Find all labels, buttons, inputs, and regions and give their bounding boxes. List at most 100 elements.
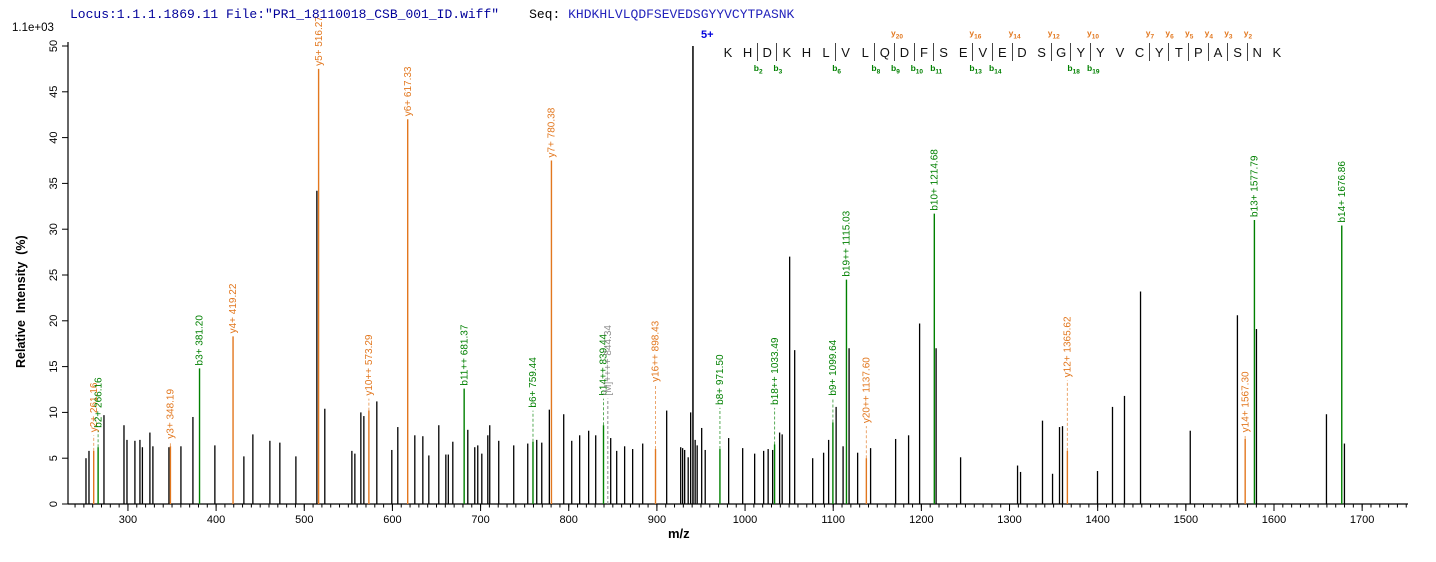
fragment-boundary bbox=[776, 43, 778, 61]
x-tick-label: 1100 bbox=[821, 514, 845, 526]
residue: Y bbox=[1096, 45, 1105, 60]
y-ion-marker: y7 bbox=[1145, 28, 1155, 41]
x-tick-label: 1600 bbox=[1262, 514, 1286, 526]
fragment-boundary bbox=[1246, 43, 1248, 61]
peak-label: b6+ 759.44 bbox=[528, 357, 539, 408]
peak-label: y10++ 573.29 bbox=[364, 334, 375, 396]
residue: D bbox=[762, 45, 772, 60]
y-tick-label: 15 bbox=[48, 360, 60, 372]
b-ion-marker: b8 bbox=[871, 63, 881, 76]
b-ion-marker: b2 bbox=[753, 63, 763, 76]
x-tick-label: 1300 bbox=[997, 514, 1021, 526]
peak-label: b10+ 1214.68 bbox=[930, 149, 941, 211]
y-axis-title: Relative Intensity (%) bbox=[14, 235, 28, 368]
x-tick-label: 500 bbox=[295, 514, 313, 526]
y-tick-label: 10 bbox=[48, 406, 60, 418]
x-tick-label: 1700 bbox=[1350, 514, 1374, 526]
peak-label: b8+ 971.50 bbox=[715, 354, 726, 405]
x-tick-label: 900 bbox=[648, 514, 666, 526]
y-ion-marker: y12 bbox=[1047, 28, 1060, 41]
y-tick-label: 35 bbox=[48, 177, 60, 189]
fragment-boundary bbox=[913, 43, 915, 61]
peak-label: y2+ 261.16 bbox=[89, 382, 100, 432]
x-tick-label: 800 bbox=[560, 514, 578, 526]
y-ion-marker: y2 bbox=[1243, 28, 1253, 41]
residue: A bbox=[1213, 45, 1223, 60]
residue: V bbox=[978, 45, 988, 60]
peak-label: y16++ 898.43 bbox=[651, 320, 662, 382]
precursor-charge-label: 5+ bbox=[701, 29, 714, 41]
fragment-boundary bbox=[1207, 43, 1209, 61]
residue: F bbox=[920, 45, 928, 60]
peak-label: y7+ 780.38 bbox=[547, 107, 558, 157]
x-tick-label: 700 bbox=[471, 514, 489, 526]
residue: E bbox=[998, 45, 1007, 60]
peak-label: b11++ 681.37 bbox=[459, 324, 470, 385]
residue: Q bbox=[879, 45, 890, 60]
residue: S bbox=[939, 45, 948, 60]
fragment-boundary bbox=[1227, 43, 1229, 61]
y-ion-marker: y3 bbox=[1224, 28, 1233, 41]
y-ion-marker: y5 bbox=[1185, 28, 1194, 41]
x-tick-label: 1400 bbox=[1085, 514, 1109, 526]
x-tick-label: 300 bbox=[119, 514, 137, 526]
b-ion-marker: b14 bbox=[989, 63, 1002, 76]
peptide-sequence-text: KHDKHLVLQDFSEVEDSGYYVCYTPASNK bbox=[568, 7, 795, 22]
fragment-boundary bbox=[972, 43, 974, 61]
residue: E bbox=[958, 45, 968, 60]
y-ion-marker: y20 bbox=[891, 28, 903, 41]
y-tick-label: 40 bbox=[48, 131, 60, 143]
fragment-boundary bbox=[894, 43, 895, 61]
x-axis-title: m/z bbox=[668, 526, 690, 541]
b-ion-marker: b13 bbox=[969, 63, 982, 76]
peak-label: b14++ 839.44 bbox=[599, 333, 610, 395]
residue: V bbox=[841, 45, 850, 60]
x-tick-label: 1500 bbox=[1174, 514, 1198, 526]
fragment-boundary bbox=[874, 43, 876, 61]
b-ion-marker: b19 bbox=[1087, 63, 1100, 76]
residue: G bbox=[1056, 45, 1067, 60]
y-ion-marker: y6 bbox=[1165, 28, 1174, 41]
residue: H bbox=[742, 45, 753, 60]
residue: V bbox=[1115, 45, 1125, 60]
peak-label: b3+ 381.20 bbox=[195, 315, 206, 366]
residue: P bbox=[1194, 45, 1203, 60]
peak-label: y12+ 1365.62 bbox=[1063, 316, 1074, 377]
y-tick-label: 0 bbox=[48, 501, 60, 507]
y-ion-marker: y16 bbox=[969, 28, 982, 41]
fragment-boundary bbox=[1070, 43, 1072, 61]
residue: K bbox=[782, 45, 792, 60]
peak-label: b13+ 1577.79 bbox=[1250, 155, 1261, 217]
residue: N bbox=[1252, 45, 1262, 60]
peak-label: b2+ 266.16 bbox=[93, 377, 104, 428]
y-ion-marker: y10 bbox=[1087, 28, 1099, 41]
x-tick-label: 1200 bbox=[909, 514, 933, 526]
peak-label: y6+ 617.33 bbox=[403, 66, 414, 116]
peak-label: b18++ 1033.49 bbox=[770, 337, 781, 405]
residue: T bbox=[1174, 45, 1183, 60]
y-ion-marker: y4 bbox=[1204, 28, 1213, 41]
header: Locus:1.1.1.1869.11 File:"PR1_18110018_C… bbox=[70, 7, 794, 22]
b-ion-marker: b18 bbox=[1067, 63, 1080, 76]
peak-label: [M]++++ 844.34 bbox=[603, 325, 614, 396]
y-tick-label: 20 bbox=[48, 315, 60, 327]
b-ion-marker: b11 bbox=[930, 63, 943, 76]
peak-label: y5+ 516.27 bbox=[314, 16, 325, 66]
fragment-boundary bbox=[1188, 43, 1189, 61]
seq-label: Seq: bbox=[529, 7, 561, 22]
fragment-boundary bbox=[1011, 43, 1013, 61]
intensity-scale-note: 1.1e+03 bbox=[12, 22, 54, 34]
residue: S bbox=[1037, 45, 1046, 60]
x-tick-label: 600 bbox=[383, 514, 401, 526]
b-ion-marker: b9 bbox=[891, 63, 900, 76]
fragment-boundary bbox=[1050, 43, 1052, 61]
residue: L bbox=[861, 45, 869, 60]
peak-label: y14+ 1567.30 bbox=[1240, 371, 1251, 432]
x-tick-label: 1000 bbox=[733, 514, 757, 526]
fragment-boundary bbox=[835, 43, 837, 61]
b-ion-marker: b3 bbox=[773, 63, 783, 76]
y-tick-label: 50 bbox=[48, 40, 60, 52]
